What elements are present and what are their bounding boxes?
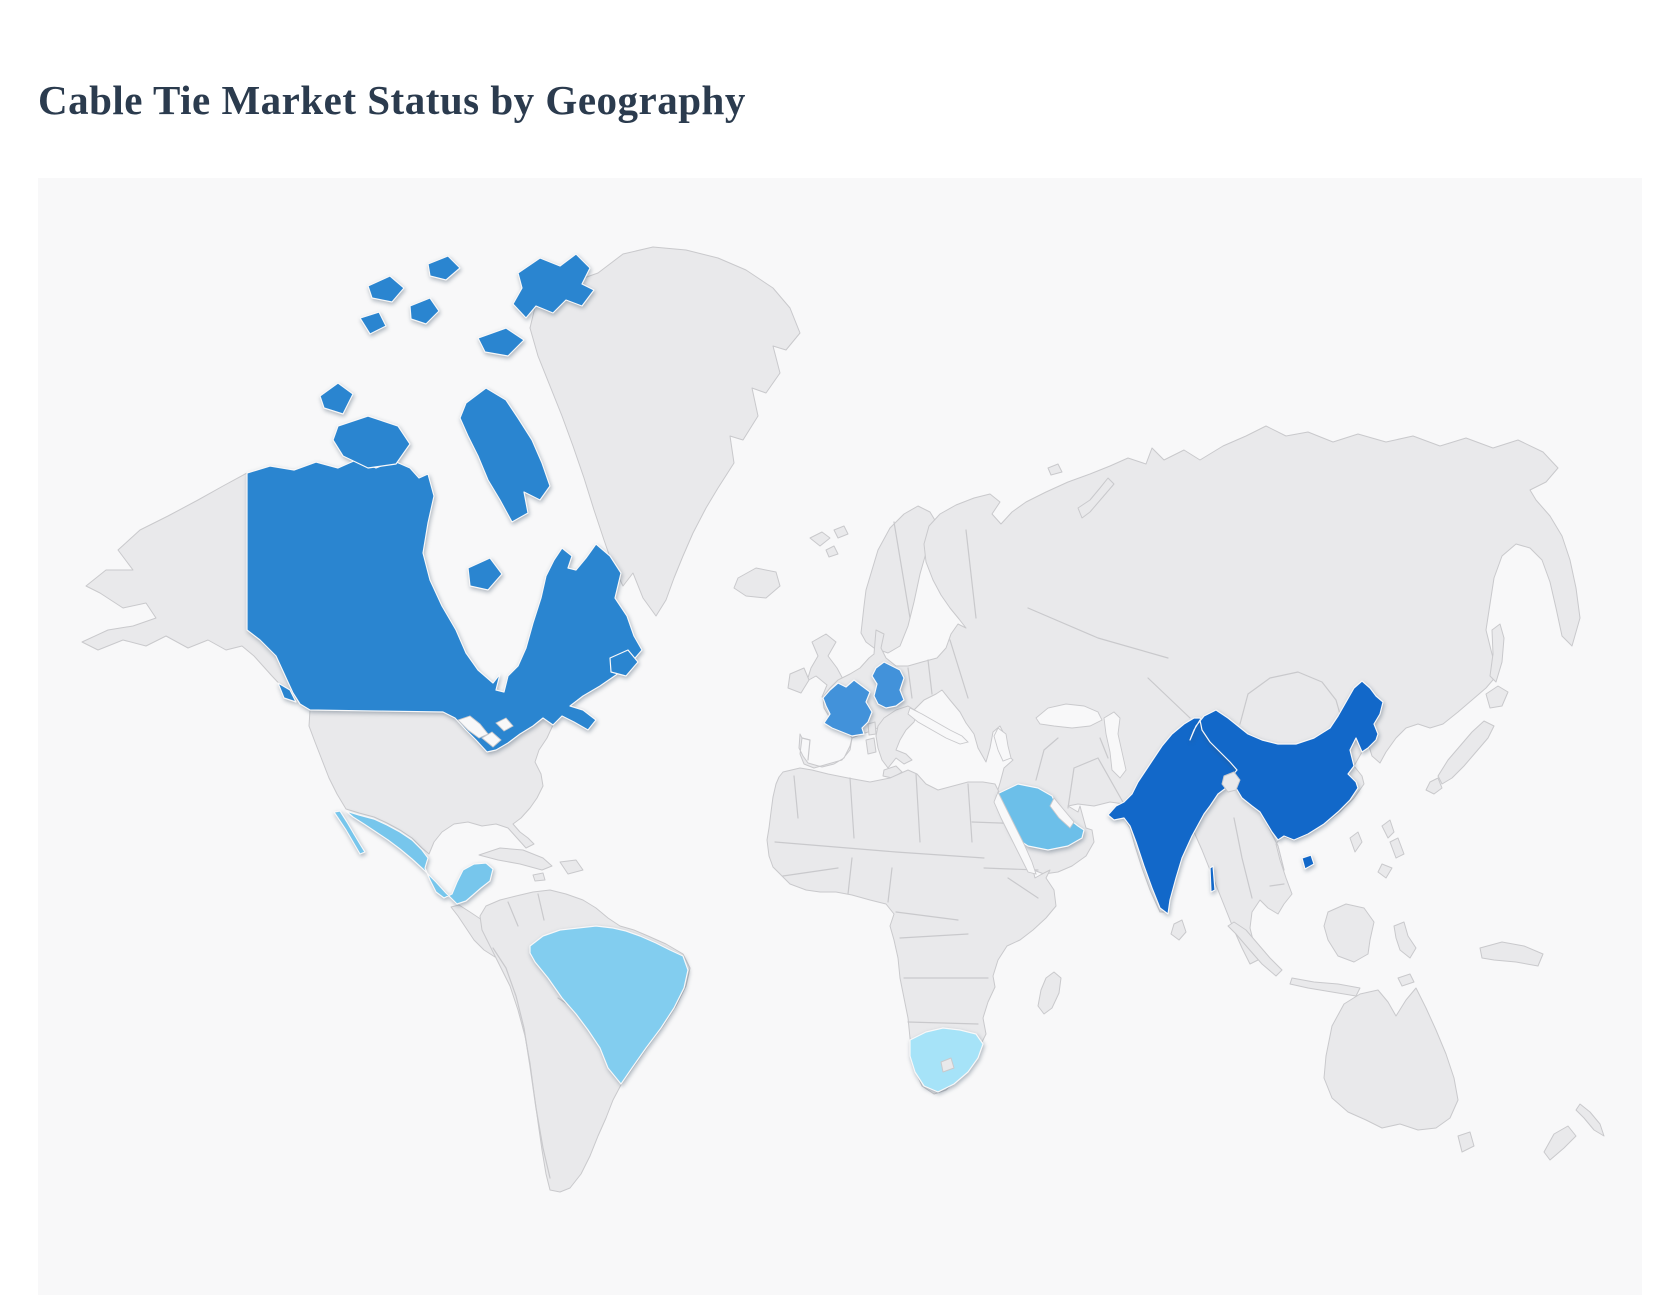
country-france[interactable] bbox=[822, 679, 873, 737]
landmass-hispaniola bbox=[559, 859, 584, 875]
landmass-novaya-zemlya bbox=[1077, 477, 1115, 519]
overlay-gray-countries bbox=[940, 771, 1241, 1073]
continents bbox=[81, 246, 1605, 1193]
red-sea bbox=[993, 790, 1037, 875]
landmass-tasmania bbox=[1457, 1131, 1475, 1153]
landmass-borneo bbox=[1323, 903, 1375, 963]
landmass-philippines bbox=[1377, 819, 1405, 879]
world-map bbox=[38, 178, 1642, 1295]
landmass-madagascar bbox=[1037, 971, 1062, 1015]
country-germany[interactable] bbox=[871, 661, 905, 709]
landmass-iceland bbox=[733, 567, 781, 599]
landmass-bangladesh bbox=[1221, 771, 1241, 793]
persian-gulf bbox=[1049, 797, 1075, 829]
landmass-corsica bbox=[867, 721, 877, 736]
landmass-new-guinea bbox=[1479, 941, 1544, 967]
landmass-sumatra bbox=[1227, 921, 1283, 977]
landmass-sardinia bbox=[865, 737, 877, 755]
adriatic-sea bbox=[907, 707, 969, 745]
landmass-jamaica bbox=[532, 872, 546, 882]
landmass-africa bbox=[766, 767, 1057, 1095]
lake-michigan-huron bbox=[481, 731, 502, 748]
page-title: Cable Tie Market Status by Geography bbox=[38, 77, 746, 123]
country-brazil[interactable] bbox=[529, 925, 689, 1085]
landmass-japan-hokkaido bbox=[1485, 685, 1509, 709]
aegean-sea bbox=[993, 727, 1012, 762]
landmass-japan-kyushu bbox=[1425, 777, 1443, 795]
landmass-lesotho bbox=[940, 1057, 955, 1073]
landmass-cuba bbox=[478, 847, 553, 871]
landmass-sulawesi bbox=[1393, 921, 1417, 959]
landmass-australia bbox=[1323, 987, 1459, 1131]
ocean bbox=[38, 178, 1642, 1295]
landmass-timor bbox=[1397, 973, 1415, 987]
landmass-new-zealand-north bbox=[1575, 1103, 1605, 1137]
black-sea bbox=[1035, 703, 1103, 729]
landmass-new-zealand-south bbox=[1543, 1125, 1577, 1161]
country-canada[interactable] bbox=[246, 253, 643, 753]
landmass-greenland bbox=[529, 246, 801, 617]
landmass-sakhalin bbox=[1489, 623, 1505, 683]
lake-ontario bbox=[495, 717, 514, 732]
water-bodies bbox=[457, 703, 1127, 875]
caspian-sea bbox=[1103, 711, 1127, 779]
landmass-taiwan bbox=[1349, 831, 1363, 853]
landmass-japan-honshu bbox=[1437, 720, 1495, 785]
landmass-svalbard bbox=[809, 525, 849, 558]
map-panel bbox=[38, 178, 1642, 1295]
landmass-franz-josef bbox=[1047, 463, 1063, 476]
landmass-sri-lanka bbox=[1170, 919, 1187, 941]
landmass-ireland bbox=[787, 667, 810, 694]
country-mexico[interactable] bbox=[333, 810, 494, 905]
